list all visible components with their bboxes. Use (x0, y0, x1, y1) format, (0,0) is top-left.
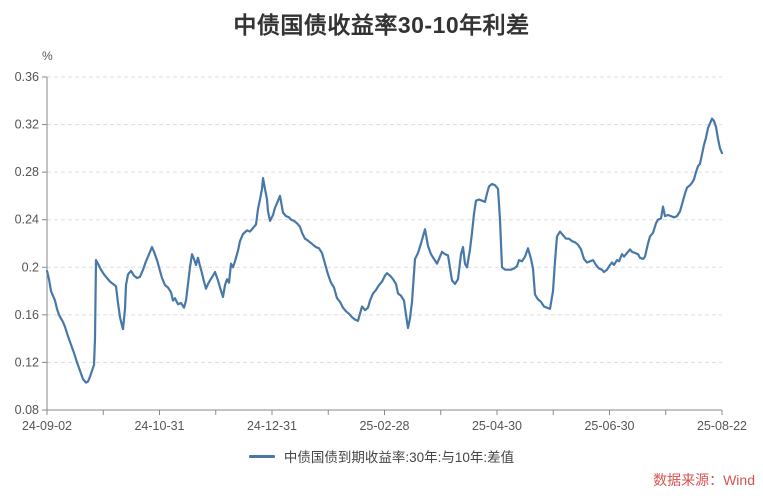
x-tick-label: 25-02-28 (359, 419, 409, 433)
x-tick-label: 24-10-31 (134, 419, 184, 433)
x-tick-label: 25-06-30 (584, 419, 634, 433)
legend-series-label: 中债国债到期收益率:30年:与10年:差值 (283, 450, 515, 465)
y-tick-label: 0.36 (15, 70, 39, 84)
x-tick-label: 25-04-30 (472, 419, 522, 433)
data-source-note: 数据来源：Wind (653, 472, 755, 488)
x-tick-label: 24-12-31 (247, 419, 297, 433)
line-chart-canvas: 0.36 0.32 0.28 0.24 0.2 0.16 0.12 0.08 24-09-02 2… (15, 70, 747, 433)
series-line-30y-10y-spread (45, 117, 724, 384)
legend-line-swatch-icon (248, 454, 275, 458)
y-tick-label: 0.16 (15, 308, 39, 322)
chart-title: 中债国债收益率30-10年利差 (233, 12, 530, 38)
x-tick-label: 24-09-02 (22, 419, 72, 433)
y-tick-label: 0.08 (15, 403, 39, 417)
y-tick-label: 0.28 (15, 165, 39, 179)
y-axis-unit-label: % (42, 49, 53, 63)
y-tick-label: 0.2 (22, 260, 39, 274)
y-tick-label: 0.24 (15, 213, 39, 227)
x-tick-label: 25-08-22 (697, 419, 747, 433)
y-tick-label: 0.32 (15, 118, 39, 132)
chart-legend: 中债国债到期收益率:30年:与10年:差值 (0, 446, 763, 466)
y-tick-label: 0.12 (15, 355, 39, 369)
